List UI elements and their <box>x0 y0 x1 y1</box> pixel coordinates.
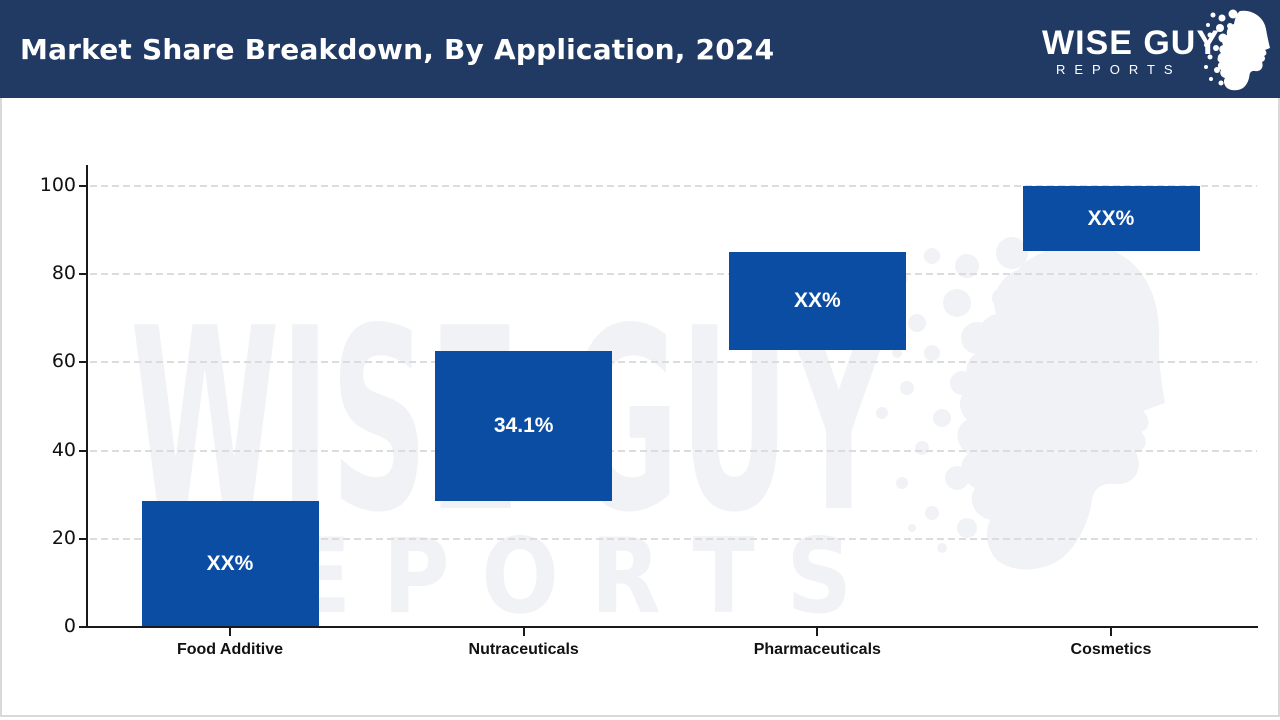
gridline-80 <box>90 273 1257 276</box>
x-tick-2 <box>522 628 525 636</box>
bar-value-label: XX% <box>793 289 841 313</box>
y-tick-100 <box>79 185 86 187</box>
frame-edge-right <box>1278 98 1280 716</box>
y-tick-80 <box>79 273 86 276</box>
bar-food-additive <box>141 501 319 627</box>
y-tick-label-60: 60 <box>51 350 76 373</box>
x-axis-line <box>86 626 1258 628</box>
x-tick-1 <box>229 628 231 636</box>
gridline-20 <box>90 537 1257 540</box>
chart-title: Market Share Breakdown, By Application, … <box>20 32 775 66</box>
x-category-label: Food Additive <box>176 641 284 658</box>
bar-pharmaceuticals <box>728 252 906 351</box>
y-tick-label-0: 0 <box>63 615 76 637</box>
x-tick-3 <box>816 628 819 636</box>
x-category-label: Pharmaceuticals <box>753 641 881 658</box>
bar-cosmetics <box>1022 186 1200 252</box>
bar-nutraceuticals <box>435 350 613 502</box>
frame-edge-bottom <box>0 715 1280 717</box>
frame-edge-left <box>0 98 2 716</box>
bar-value-label: 34.1% <box>493 414 554 438</box>
y-tick-40 <box>79 449 86 452</box>
gridline-60 <box>90 361 1257 364</box>
y-tick-20 <box>79 537 86 540</box>
brand-logo-reports: REPORTS <box>1056 62 1182 77</box>
bar-value-label: XX% <box>1087 206 1135 230</box>
x-tick-4 <box>1110 628 1112 636</box>
y-tick-label-40: 40 <box>51 438 76 461</box>
y-tick-0 <box>79 626 86 628</box>
x-category-label: Cosmetics <box>1070 641 1152 658</box>
bar-value-label: XX% <box>206 552 254 576</box>
y-axis-line <box>86 165 88 628</box>
gridline-40 <box>90 449 1257 452</box>
gridline-100 <box>90 185 1257 187</box>
y-tick-60 <box>79 361 86 364</box>
y-tick-label-100: 100 <box>39 174 76 196</box>
brand-logo-wise-guy: WISE GUY <box>1042 24 1221 62</box>
y-tick-label-80: 80 <box>51 262 76 285</box>
brand-head-icon <box>1204 9 1270 91</box>
header-bar: Market Share Breakdown, By Application, … <box>0 0 1280 98</box>
y-tick-label-20: 20 <box>51 526 76 549</box>
x-category-label: Nutraceuticals <box>468 641 579 658</box>
